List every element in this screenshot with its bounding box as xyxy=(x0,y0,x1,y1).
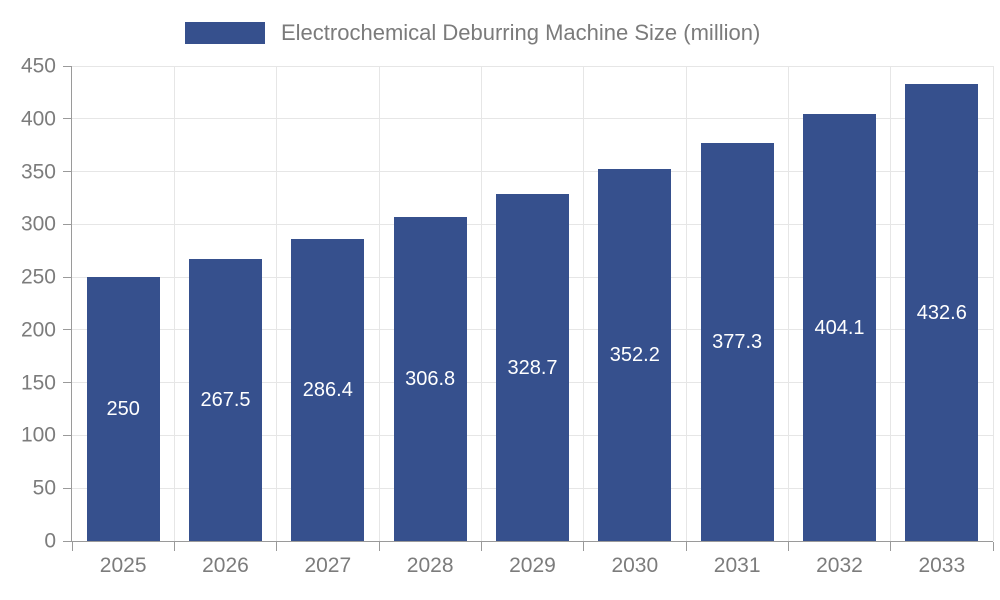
x-axis-tick-label: 2029 xyxy=(509,554,556,577)
y-axis-tick xyxy=(63,118,71,120)
x-axis-tick xyxy=(890,542,892,551)
y-axis-tick-label: 0 xyxy=(44,529,56,553)
v-gridline xyxy=(378,66,380,541)
y-axis-tick xyxy=(63,382,71,384)
bar: 404.1 xyxy=(803,114,876,541)
y-axis-tick-label: 450 xyxy=(20,54,56,78)
y-axis-tick-label: 150 xyxy=(20,371,56,395)
v-gridline xyxy=(992,66,994,541)
y-axis-tick xyxy=(63,223,71,225)
bar: 267.5 xyxy=(189,258,262,541)
x-axis-tick-label: 2033 xyxy=(918,554,966,577)
y-axis-tick-label: 300 xyxy=(20,212,56,236)
bar: 250 xyxy=(86,277,160,541)
v-gridline xyxy=(583,66,585,541)
y-axis-tick xyxy=(63,276,71,278)
y-axis-tick-label: 50 xyxy=(32,476,56,500)
x-axis-tick-label: 2028 xyxy=(406,554,454,577)
y-axis-tick-label: 200 xyxy=(20,318,56,342)
v-gridline xyxy=(787,66,789,541)
bar-value-label: 377.3 xyxy=(712,330,763,353)
x-axis-tick xyxy=(583,542,585,551)
y-axis-tick xyxy=(63,171,71,173)
bar: 286.4 xyxy=(291,238,365,541)
bar: 328.7 xyxy=(496,194,569,541)
legend-label: Electrochemical Deburring Machine Size (… xyxy=(281,20,761,45)
x-axis-tick xyxy=(480,542,482,551)
h-gridline xyxy=(72,65,993,67)
y-axis-tick-label: 100 xyxy=(20,423,56,447)
y-axis-tick-label: 250 xyxy=(20,265,56,289)
y-axis-tick xyxy=(63,540,71,542)
bar-value-label: 328.7 xyxy=(507,356,558,379)
x-axis-tick xyxy=(173,542,175,551)
bar-value-label: 352.2 xyxy=(609,344,660,367)
x-axis-tick xyxy=(787,542,789,551)
legend-swatch-icon xyxy=(185,22,265,44)
bar-value-label: 306.8 xyxy=(405,368,456,391)
bar: 377.3 xyxy=(700,142,774,541)
x-axis-tick-label: 2027 xyxy=(304,554,352,577)
x-axis-tick xyxy=(276,542,278,551)
v-gridline xyxy=(480,66,482,541)
v-gridline xyxy=(890,66,892,541)
x-axis-tick xyxy=(71,542,73,551)
plot-area: 0 50 100 150 200 250 300 350 400 450 250 267.5 286.4… xyxy=(21,56,994,576)
y-axis-tick xyxy=(63,329,71,331)
y-axis-tick-label: 350 xyxy=(20,160,56,184)
bar: 432.6 xyxy=(905,84,979,541)
h-gridline xyxy=(72,118,993,120)
y-axis-tick xyxy=(63,487,71,489)
x-axis-tick-label: 2025 xyxy=(99,554,147,577)
v-gridline xyxy=(173,66,175,541)
x-axis-tick-label: 2031 xyxy=(713,554,761,577)
x-axis-tick xyxy=(378,542,380,551)
x-axis-line xyxy=(71,541,993,542)
bar-value-label: 286.4 xyxy=(302,378,353,401)
x-axis-tick xyxy=(685,542,687,551)
v-gridline xyxy=(685,66,687,541)
bar: 306.8 xyxy=(393,217,467,541)
bar-value-label: 432.6 xyxy=(916,301,967,324)
bar-value-label: 404.1 xyxy=(814,316,865,339)
y-axis-tick-label: 400 xyxy=(20,107,56,131)
y-axis-tick xyxy=(63,65,71,67)
legend[interactable]: Electrochemical Deburring Machine Size (… xyxy=(185,20,760,46)
x-axis-tick-label: 2032 xyxy=(816,554,863,577)
bar-value-label: 250 xyxy=(106,398,140,421)
y-axis-line xyxy=(71,66,72,541)
x-axis-tick-label: 2026 xyxy=(202,554,249,577)
h-gridline xyxy=(72,171,993,173)
bar: 352.2 xyxy=(598,169,672,541)
v-gridline xyxy=(276,66,278,541)
x-axis-tick xyxy=(992,542,994,551)
x-axis-tick-label: 2030 xyxy=(611,554,659,577)
bar-value-label: 267.5 xyxy=(200,388,251,411)
y-axis-tick xyxy=(63,434,71,436)
